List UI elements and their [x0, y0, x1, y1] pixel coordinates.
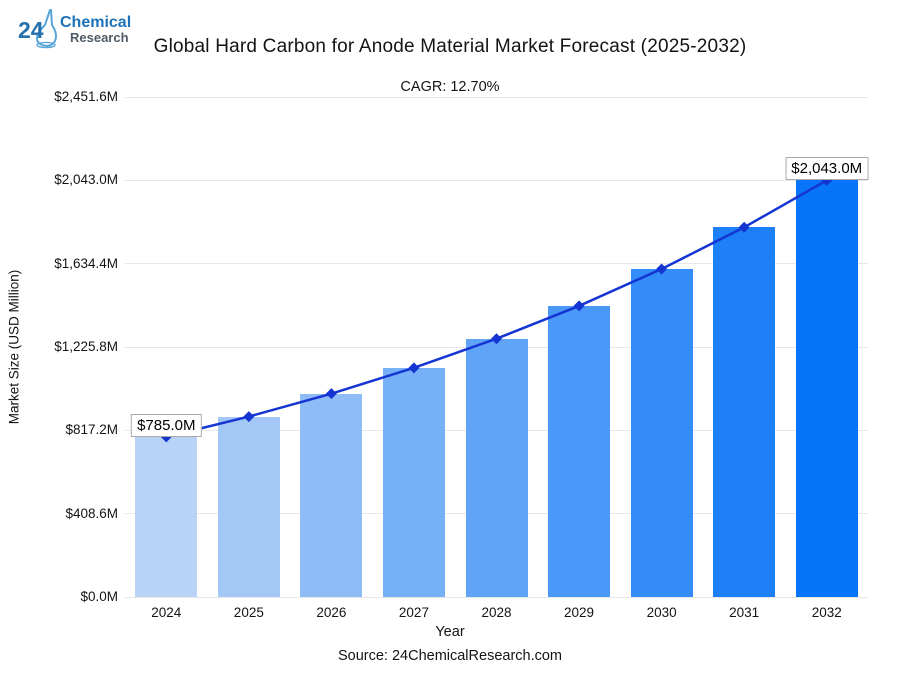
- y-tick-label: $408.6M: [65, 505, 118, 521]
- x-tick-label-2025: 2025: [233, 605, 264, 620]
- gridline: [125, 596, 868, 598]
- y-tick-label: $2,043.0M: [54, 172, 118, 188]
- x-tick-label-2026: 2026: [316, 605, 347, 620]
- value-annotation-2032: $2,043.0M: [785, 157, 869, 181]
- flask-icon: [35, 9, 57, 47]
- chart-title: Global Hard Carbon for Anode Material Ma…: [153, 36, 747, 57]
- x-tick-label-2028: 2028: [481, 605, 512, 620]
- source-attribution: Source: 24ChemicalResearch.com: [337, 648, 563, 664]
- bar-2032: [795, 180, 858, 597]
- x-tick-label-2032: 2032: [811, 605, 842, 620]
- x-tick-label-2030: 2030: [646, 605, 677, 620]
- y-tick-label: $1,225.8M: [54, 339, 118, 354]
- bar-2031: [713, 227, 776, 597]
- logo-graphic: 24 Chemical Research: [18, 9, 131, 49]
- bar-2028: [465, 338, 528, 597]
- logo-text-chemical: Chemical: [60, 14, 131, 31]
- gridline: [125, 179, 868, 181]
- y-tick-label: $2,451.6M: [54, 89, 118, 104]
- flask-swirl: [36, 41, 56, 49]
- bar-2029: [548, 305, 611, 597]
- bar-2024: [135, 436, 198, 597]
- x-tick-label-2027: 2027: [398, 605, 429, 620]
- bar-2030: [630, 268, 693, 597]
- plot-area: $785.0M $2,043.0M: [125, 96, 869, 598]
- gridline: [125, 96, 868, 98]
- bar-2027: [382, 367, 445, 597]
- chart-subtitle: CAGR: 12.70%: [400, 79, 500, 95]
- x-tick-label-2031: 2031: [729, 605, 760, 620]
- y-tick-label: $817.2M: [65, 422, 118, 438]
- company-logo: 24 Chemical Research: [16, 6, 146, 54]
- logo-text-research: Research: [70, 30, 129, 45]
- x-tick-label-2024: 2024: [151, 605, 182, 620]
- y-tick-label: $1,634.4M: [54, 255, 118, 271]
- x-axis-title: Year: [435, 624, 465, 640]
- bar-2025: [217, 416, 280, 597]
- y-tick-label: $0.0M: [80, 589, 118, 604]
- bar-2026: [300, 393, 363, 597]
- x-tick-label-2029: 2029: [564, 605, 595, 620]
- value-annotation-2024: $785.0M: [131, 413, 202, 437]
- logo-number: 24: [18, 17, 44, 43]
